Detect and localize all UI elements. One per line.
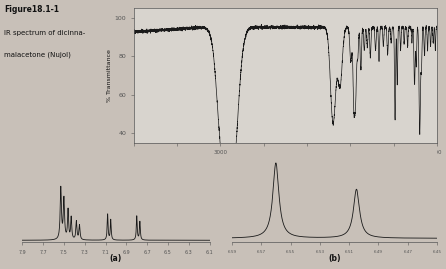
X-axis label: Wavenumber (cm⁻¹): Wavenumber (cm⁻¹) xyxy=(250,157,321,164)
Y-axis label: % Transmittance: % Transmittance xyxy=(107,49,112,102)
Text: malacetone (Nujol): malacetone (Nujol) xyxy=(4,51,71,58)
Text: IR spectrum of dicinna-: IR spectrum of dicinna- xyxy=(4,30,86,36)
Text: Figure18.1-1: Figure18.1-1 xyxy=(4,5,59,14)
Text: (a): (a) xyxy=(110,254,122,263)
Text: (b): (b) xyxy=(328,254,341,263)
